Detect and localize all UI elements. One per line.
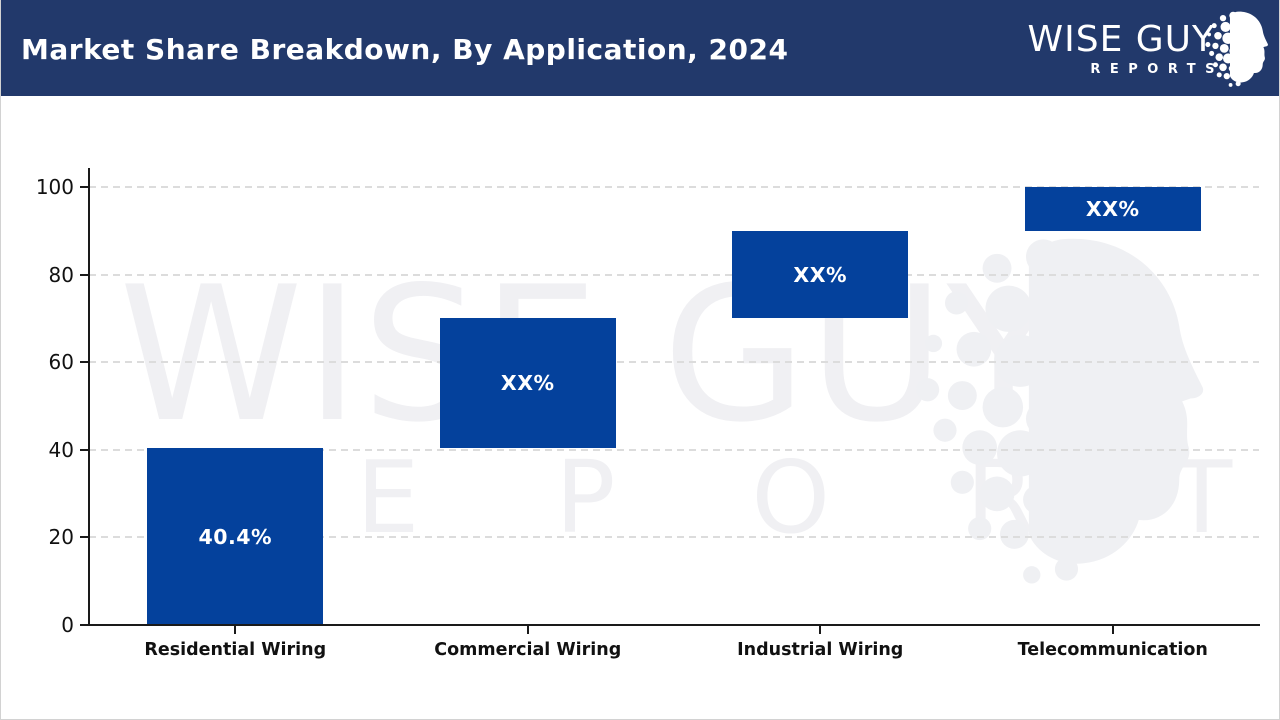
gridline-40 bbox=[89, 448, 1259, 451]
y-tick-label: 100 bbox=[35, 175, 74, 199]
x-tick-mark bbox=[234, 626, 237, 634]
bar-value-label: XX% bbox=[1085, 196, 1140, 221]
y-tick-mark bbox=[80, 448, 89, 451]
x-axis-line bbox=[88, 624, 1260, 626]
y-tick-mark bbox=[80, 624, 89, 626]
category-label: Telecommunication bbox=[1017, 640, 1208, 660]
logo-wordmark: WISE GUY bbox=[1027, 18, 1215, 60]
y-tick-label: 60 bbox=[48, 350, 74, 375]
y-tick-mark bbox=[80, 273, 89, 276]
chart-title: Market Share Breakdown, By Application, … bbox=[21, 33, 789, 66]
gridline-60 bbox=[89, 361, 1259, 364]
y-tick-label: 80 bbox=[48, 262, 74, 287]
bar-commercial-wiring: XX% bbox=[439, 318, 616, 449]
y-axis-line bbox=[88, 168, 90, 625]
category-label: Industrial Wiring bbox=[737, 640, 904, 660]
gridline-100 bbox=[89, 186, 1259, 188]
y-tick-mark bbox=[80, 536, 89, 539]
category-label: Commercial Wiring bbox=[434, 640, 622, 660]
plot-area: 0 20 40 60 80 100 40.4% Residential Wiring XX% Co… bbox=[1, 96, 1279, 719]
bar-value-label: XX% bbox=[793, 262, 848, 287]
category-label: Residential Wiring bbox=[144, 640, 327, 660]
bar-value-label: 40.4% bbox=[198, 524, 273, 549]
y-tick-label: 20 bbox=[48, 525, 74, 550]
bar-value-label: XX% bbox=[500, 371, 555, 396]
x-tick-mark bbox=[526, 626, 529, 634]
x-tick-mark bbox=[819, 626, 822, 634]
logo-text: WISE GUY REPORTS bbox=[1027, 18, 1216, 77]
gridline-20 bbox=[89, 536, 1259, 539]
wise-guy-reports-logo: WISE GUY REPORTS bbox=[1028, 7, 1272, 91]
y-tick-label: 40 bbox=[48, 437, 74, 462]
gridline-80 bbox=[89, 273, 1259, 276]
bar-residential-wiring: 40.4% bbox=[147, 448, 324, 625]
y-tick-mark bbox=[80, 361, 89, 364]
y-tick-mark bbox=[80, 186, 89, 188]
bar-telecommunication: XX% bbox=[1024, 187, 1201, 231]
bar-industrial-wiring: XX% bbox=[732, 230, 909, 319]
x-tick-mark bbox=[1111, 626, 1114, 634]
header-bar: Market Share Breakdown, By Application, … bbox=[1, 0, 1279, 96]
logo-subtitle: REPORTS bbox=[1090, 61, 1224, 77]
y-tick-label: 0 bbox=[61, 613, 74, 637]
